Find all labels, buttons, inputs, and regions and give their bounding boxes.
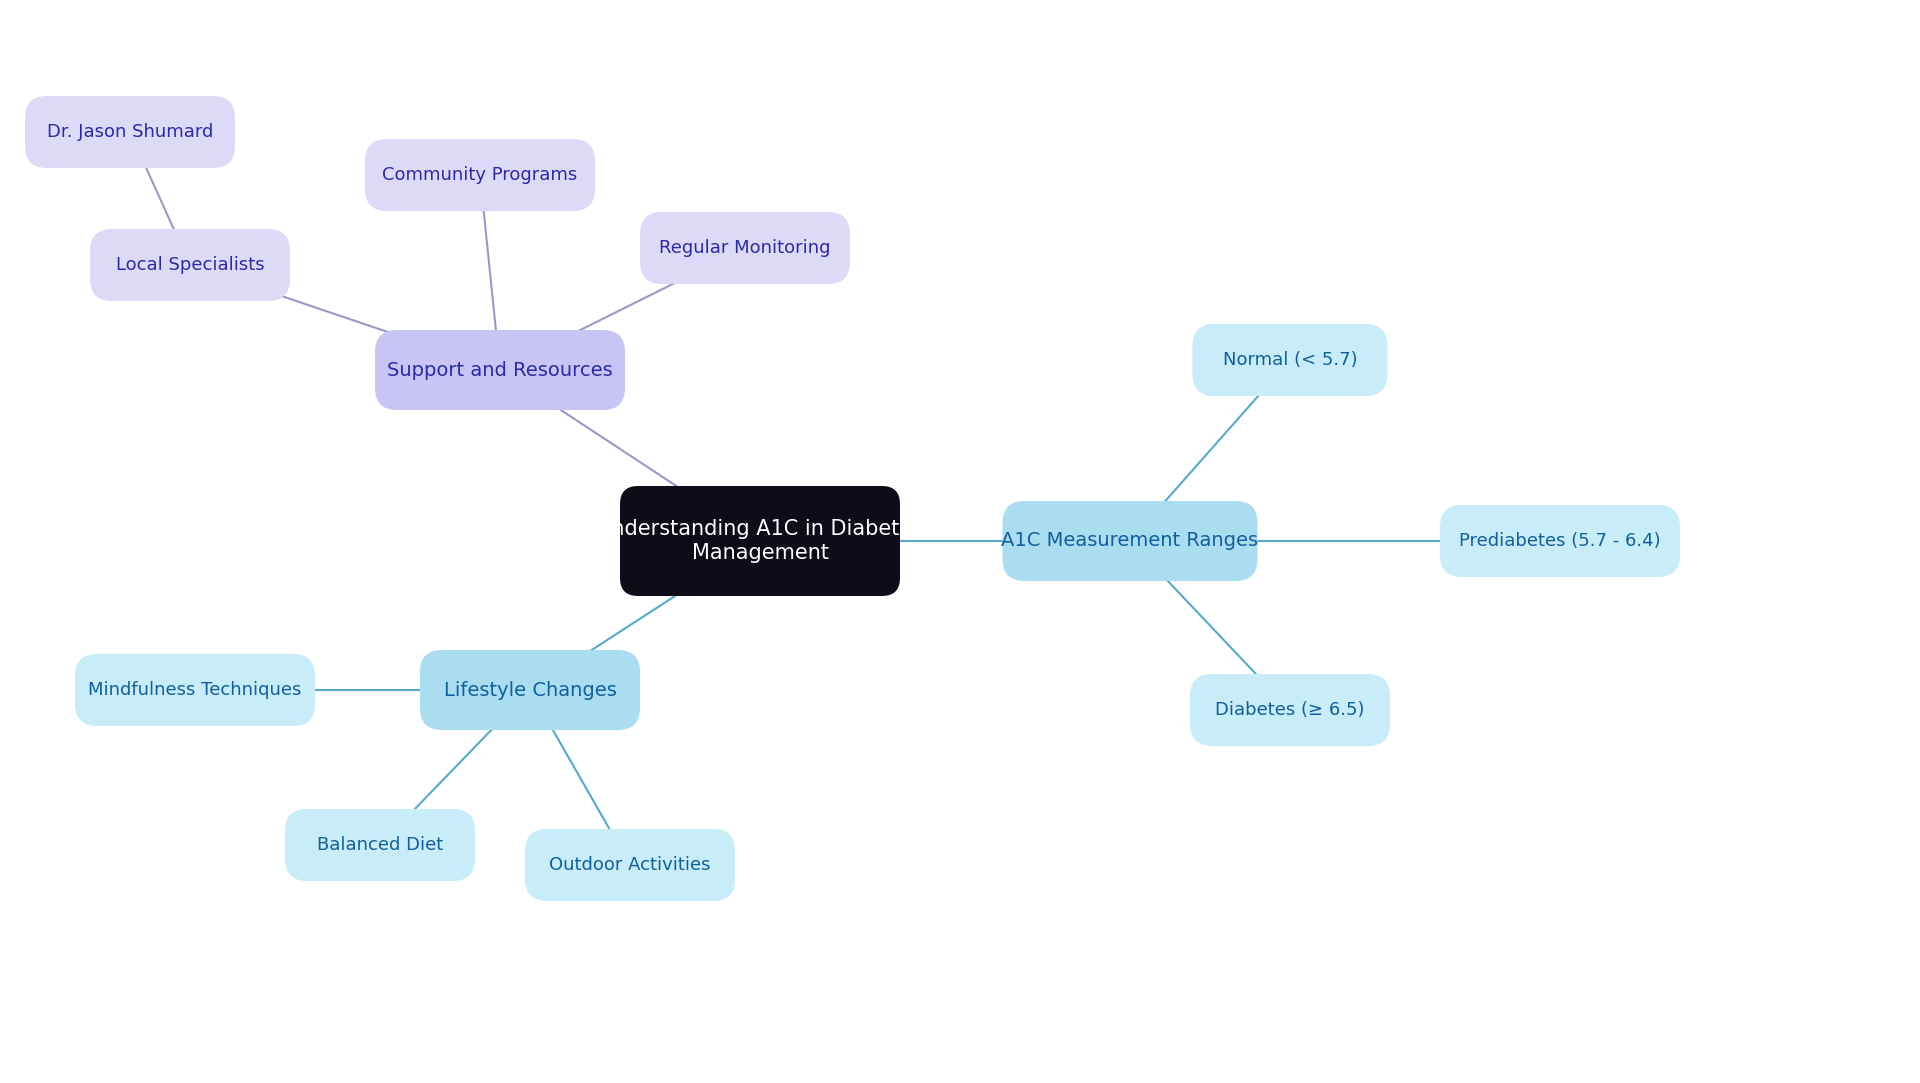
- Text: A1C Measurement Ranges: A1C Measurement Ranges: [1002, 532, 1260, 550]
- Text: Prediabetes (5.7 - 6.4): Prediabetes (5.7 - 6.4): [1459, 532, 1661, 550]
- FancyBboxPatch shape: [374, 330, 626, 410]
- Text: Dr. Jason Shumard: Dr. Jason Shumard: [46, 123, 213, 141]
- FancyBboxPatch shape: [365, 139, 595, 211]
- Text: Understanding A1C in Diabetes
Management: Understanding A1C in Diabetes Management: [597, 520, 924, 562]
- Text: Normal (< 5.7): Normal (< 5.7): [1223, 351, 1357, 369]
- Text: Mindfulness Techniques: Mindfulness Techniques: [88, 681, 301, 699]
- Text: Diabetes (≥ 6.5): Diabetes (≥ 6.5): [1215, 701, 1365, 719]
- Text: Balanced Diet: Balanced Diet: [317, 836, 444, 854]
- FancyBboxPatch shape: [1192, 324, 1388, 396]
- Text: Regular Monitoring: Regular Monitoring: [659, 239, 831, 257]
- FancyBboxPatch shape: [620, 486, 900, 596]
- Text: Support and Resources: Support and Resources: [388, 361, 612, 379]
- Text: Outdoor Activities: Outdoor Activities: [549, 856, 710, 874]
- Text: Local Specialists: Local Specialists: [115, 256, 265, 274]
- Text: Community Programs: Community Programs: [382, 166, 578, 184]
- FancyBboxPatch shape: [1190, 674, 1390, 746]
- FancyBboxPatch shape: [1440, 505, 1680, 577]
- FancyBboxPatch shape: [90, 229, 290, 301]
- Text: Lifestyle Changes: Lifestyle Changes: [444, 680, 616, 700]
- FancyBboxPatch shape: [639, 212, 851, 284]
- FancyBboxPatch shape: [420, 650, 639, 730]
- FancyBboxPatch shape: [75, 654, 315, 726]
- FancyBboxPatch shape: [25, 96, 234, 168]
- FancyBboxPatch shape: [284, 809, 474, 880]
- FancyBboxPatch shape: [524, 828, 735, 901]
- FancyBboxPatch shape: [1002, 501, 1258, 580]
